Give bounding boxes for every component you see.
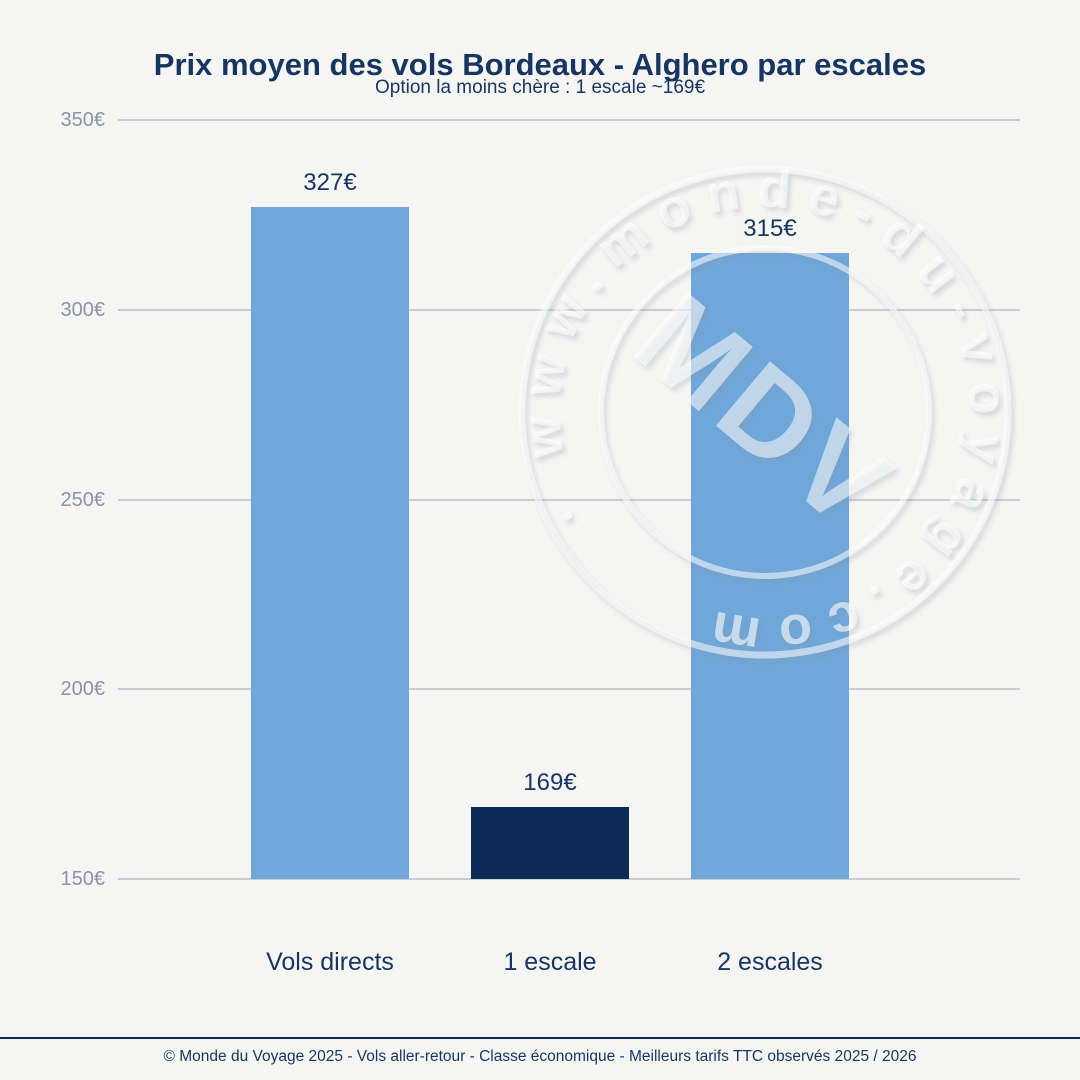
gridline: [118, 119, 1020, 121]
gridline: [118, 498, 1020, 501]
watermark-inner-ring: [598, 244, 932, 579]
watermark-stamp: · www.monde-du-voyage.com MDV: [505, 152, 1025, 672]
page-title: Prix moyen des vols Bordeaux - Alghero p…: [153, 46, 927, 82]
watermark-outer-ring: [518, 165, 1012, 659]
gridline: [118, 878, 1020, 880]
bar-category-label: 2 escales: [717, 948, 823, 976]
bar-category-label: 1 escale: [503, 948, 597, 976]
gridline: [118, 688, 1020, 691]
chart-bar: [471, 806, 629, 879]
y-tick-label: 200€: [60, 678, 106, 701]
bar-value-label: 315€: [743, 214, 797, 242]
footer-divider: [0, 1037, 1080, 1039]
bar-category-label: Vols directs: [266, 948, 394, 976]
y-tick-label: 350€: [60, 109, 106, 131]
y-tick-label: 300€: [60, 298, 106, 321]
bar-value-label: 327€: [303, 169, 357, 197]
y-tick-label: 250€: [60, 488, 106, 511]
chart-bar: [251, 207, 409, 879]
gridline: [118, 308, 1020, 311]
chart-subtitle: Option la moins chère : 1 escale ~169€: [374, 77, 706, 98]
footer-credit: © Monde du Voyage 2025 - Vols aller-reto…: [163, 1048, 917, 1065]
bar-value-label: 169€: [523, 768, 577, 796]
watermark-mdv-text: MDV: [611, 267, 920, 557]
y-tick-label: 150€: [60, 868, 106, 890]
